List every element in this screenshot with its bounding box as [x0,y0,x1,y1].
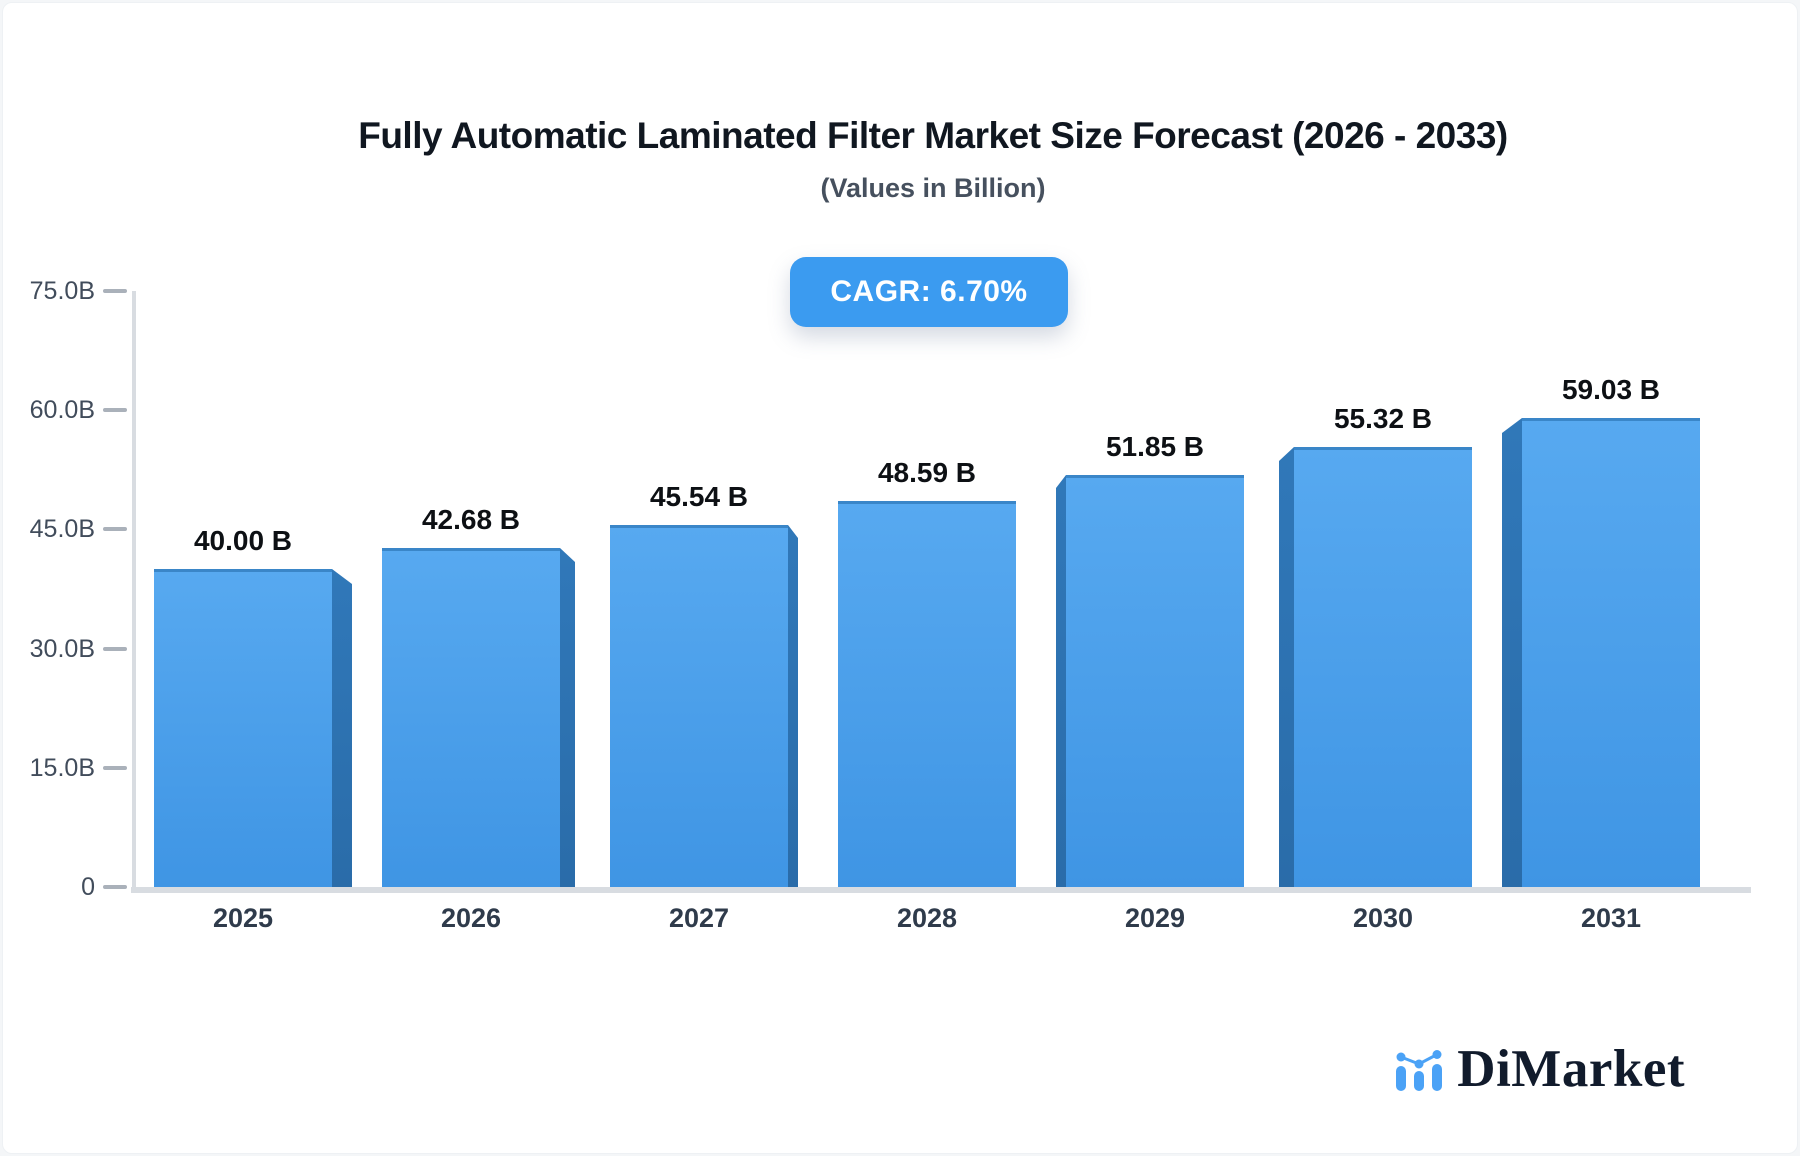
y-axis-label: 0 [81,873,95,901]
y-axis-label: 45.0B [29,515,95,544]
x-axis-label: 2028 [896,903,958,933]
bar-value-label: 45.54 B [649,481,749,512]
y-axis-line [132,291,136,893]
bar-value-label: 48.59 B [877,457,977,488]
bar-2025 [154,569,332,887]
y-axis-tick [103,408,127,413]
y-axis-label: 30.0B [29,634,95,663]
bar-2028 [838,501,1016,887]
x-axis-label: 2031 [1580,903,1642,933]
x-axis-label: 2025 [212,903,274,933]
y-axis-tick [103,527,127,532]
y-axis-tick [103,885,127,889]
brand-name: DiMarket [1457,1040,1685,1098]
bar-3d-side [332,569,352,887]
bar-3d-side [560,548,575,887]
chart-subtitle: (Values in Billion) [820,173,1046,203]
bar-chart-plot: 75.0B 60.0B 45.0B 30.0B 15.0B 0 40.00 B 2025 42… [3,3,1797,1153]
dimarket-logo-icon [1396,1050,1443,1091]
bar-2027 [610,525,788,887]
y-axis-tick [103,289,127,293]
x-axis-label: 2030 [1352,903,1414,933]
y-axis-label: 75.0B [29,277,95,305]
x-axis-label: 2026 [440,903,502,933]
bar-2026 [382,548,560,887]
bar-2029 [1066,475,1244,887]
x-axis-baseline [131,887,1751,893]
bar-2031 [1522,418,1700,887]
bar-3d-side [1279,447,1294,887]
chart-title: Fully Automatic Laminated Filter Market … [358,115,1508,156]
bar-value-label: 51.85 B [1105,431,1205,462]
y-axis-tick [103,646,127,651]
cagr-label: CAGR: 6.70% [830,275,1028,308]
bar-3d-side [788,525,798,887]
y-axis-label: 15.0B [29,753,95,782]
bar-value-label: 59.03 B [1561,374,1661,405]
cagr-badge: CAGR: 6.70% [790,257,1068,327]
brand-logo: DiMarket [1394,1040,1685,1098]
y-axis-label: 60.0B [29,396,95,425]
bar-3d-side [1056,475,1066,887]
bar-2030 [1294,447,1472,887]
bar-value-label: 42.68 B [421,504,521,535]
y-axis-tick [103,765,127,770]
x-axis-label: 2029 [1124,903,1186,933]
bar-3d-side [1502,418,1522,887]
bar-value-label: 40.00 B [193,525,293,556]
bar-value-label: 55.32 B [1333,403,1433,434]
x-axis-label: 2027 [668,903,730,933]
